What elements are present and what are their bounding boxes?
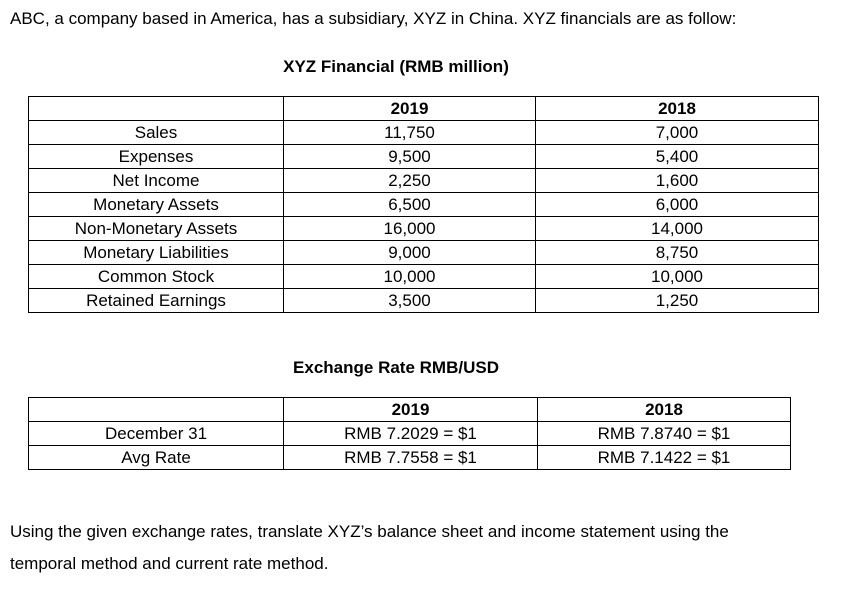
header-row: 2019 2018 <box>28 96 819 121</box>
table-row: Common Stock 10,000 10,000 <box>28 264 819 289</box>
value-cell: 9,500 <box>283 144 536 169</box>
value-cell: 3,500 <box>283 288 536 313</box>
row-label: Common Stock <box>28 264 284 289</box>
value-cell: RMB 7.7558 = $1 <box>283 445 538 470</box>
column-header: 2019 <box>283 397 538 422</box>
row-label: December 31 <box>28 421 284 446</box>
table-row: Monetary Liabilities 9,000 8,750 <box>28 240 819 265</box>
column-header: 2019 <box>283 96 536 121</box>
table-row: Monetary Assets 6,500 6,000 <box>28 192 819 217</box>
financial-table: 2019 2018 Sales 11,750 7,000 Expenses 9,500 5,4… <box>28 96 819 313</box>
value-cell: RMB 7.2029 = $1 <box>283 421 538 446</box>
value-cell: 11,750 <box>283 120 536 145</box>
intro-text: ABC, a company based in America, has a s… <box>10 9 737 28</box>
row-label: Non-Monetary Assets <box>28 216 284 241</box>
value-cell: 8,750 <box>535 240 819 265</box>
table-row: December 31 RMB 7.2029 = $1 RMB 7.8740 = $… <box>28 421 791 446</box>
table-row: Sales 11,750 7,000 <box>28 120 819 145</box>
row-label: Monetary Liabilities <box>28 240 284 265</box>
column-header: 2018 <box>535 96 819 121</box>
exchange-table: 2019 2018 December 31 RMB 7.2029 = $1 RMB 7.… <box>28 397 791 470</box>
row-label: Avg Rate <box>28 445 284 470</box>
column-header <box>28 96 284 121</box>
value-cell: 9,000 <box>283 240 536 265</box>
column-header <box>28 397 284 422</box>
value-cell: 1,600 <box>535 168 819 193</box>
value-cell: 7,000 <box>535 120 819 145</box>
value-cell: RMB 7.8740 = $1 <box>537 421 791 446</box>
value-cell: 10,000 <box>535 264 819 289</box>
value-cell: 14,000 <box>535 216 819 241</box>
exchange-table-title: Exchange Rate RMB/USD <box>293 358 499 377</box>
instructions-text: Using the given exchange rates, translat… <box>10 522 729 573</box>
row-label: Monetary Assets <box>28 192 284 217</box>
row-label: Expenses <box>28 144 284 169</box>
value-cell: 2,250 <box>283 168 536 193</box>
value-cell: 1,250 <box>535 288 819 313</box>
value-cell: 5,400 <box>535 144 819 169</box>
column-header: 2018 <box>537 397 791 422</box>
table-row: Non-Monetary Assets 16,000 14,000 <box>28 216 819 241</box>
table-row: Net Income 2,250 1,600 <box>28 168 819 193</box>
table-row: Avg Rate RMB 7.7558 = $1 RMB 7.1422 = $1 <box>28 445 791 470</box>
value-cell: 10,000 <box>283 264 536 289</box>
value-cell: 6,500 <box>283 192 536 217</box>
table-row: Retained Earnings 3,500 1,250 <box>28 288 819 313</box>
financial-table-title: XYZ Financial (RMB million) <box>283 57 509 76</box>
row-label: Retained Earnings <box>28 288 284 313</box>
value-cell: 6,000 <box>535 192 819 217</box>
value-cell: 16,000 <box>283 216 536 241</box>
value-cell: RMB 7.1422 = $1 <box>537 445 791 470</box>
header-row: 2019 2018 <box>28 397 791 422</box>
row-label: Net Income <box>28 168 284 193</box>
row-label: Sales <box>28 120 284 145</box>
table-row: Expenses 9,500 5,400 <box>28 144 819 169</box>
